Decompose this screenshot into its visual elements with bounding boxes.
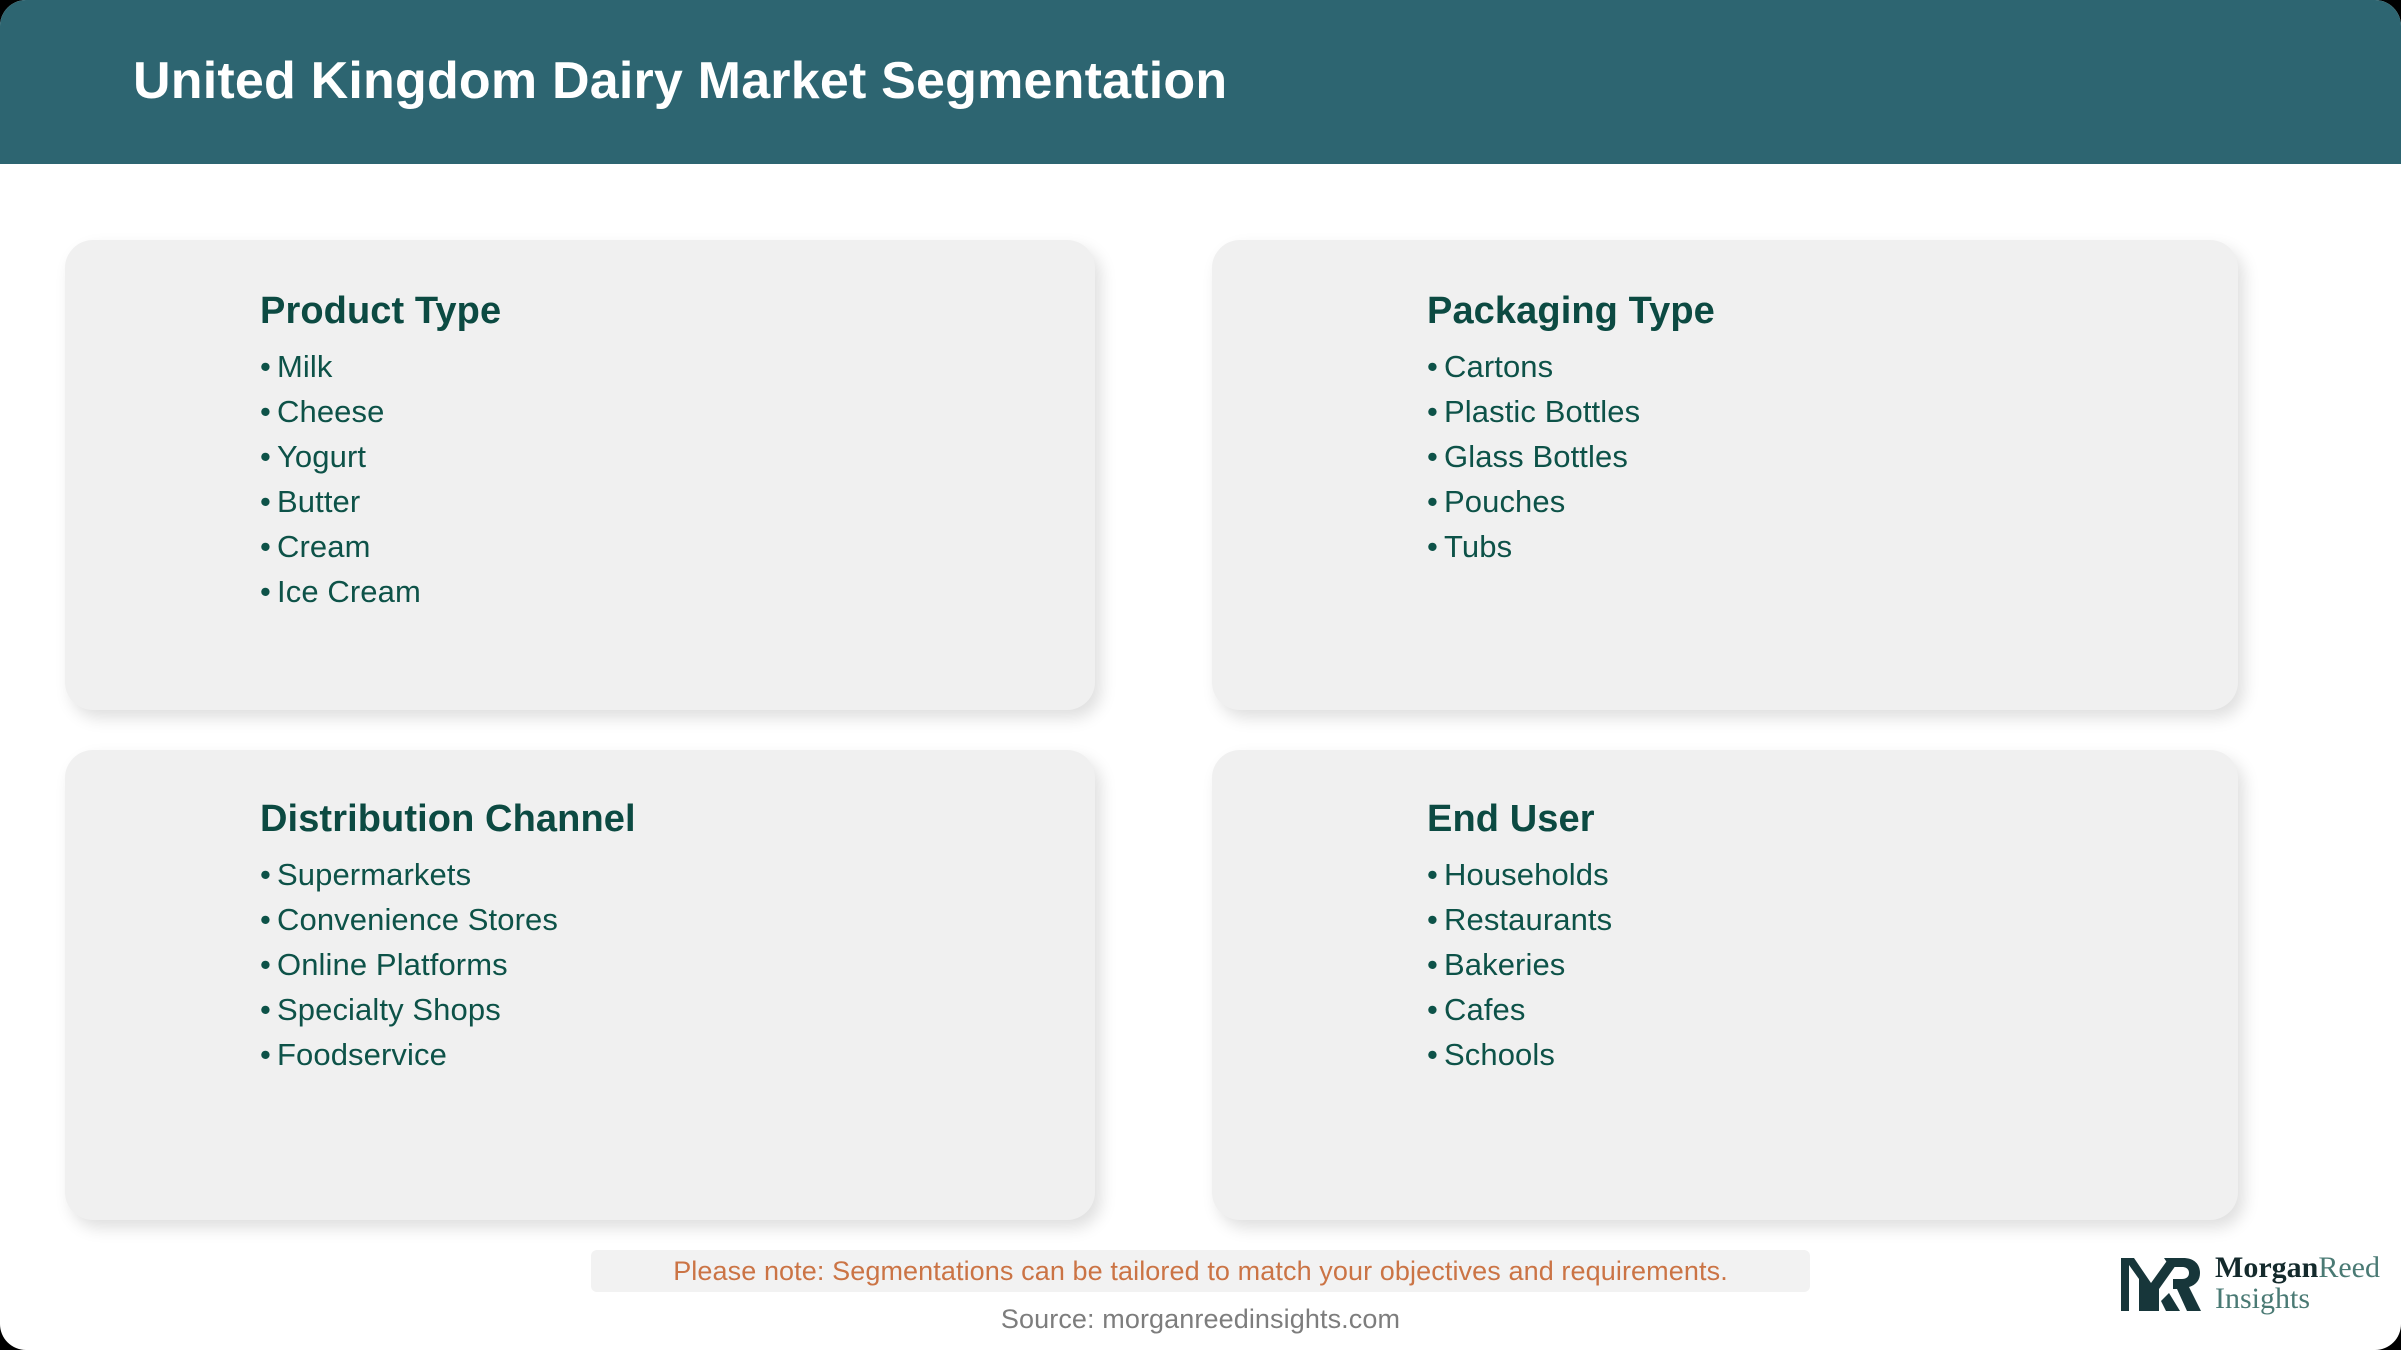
list-item: • Households	[1427, 852, 2208, 897]
bullet-icon: •	[260, 991, 271, 1027]
segment-card-distribution-channel: Distribution Channel • Supermarkets • Conv…	[65, 750, 1095, 1220]
bullet-icon: •	[260, 528, 271, 564]
list-item: • Supermarkets	[260, 852, 1065, 897]
bullet-icon: •	[1427, 1036, 1438, 1072]
bullet-icon: •	[260, 1036, 271, 1072]
list-item-label: Specialty Shops	[277, 991, 501, 1027]
bullet-icon: •	[1427, 991, 1438, 1027]
list-item-label: Cream	[277, 528, 371, 564]
list-item-label: Cheese	[277, 393, 385, 429]
card-item-list: • Milk • Cheese • Yogurt • Butter • Cream • Ic…	[260, 344, 1065, 614]
list-item: • Restaurants	[1427, 897, 2208, 942]
mr-monogram-icon	[2121, 1258, 2201, 1311]
bullet-icon: •	[260, 393, 271, 429]
list-item: • Foodservice	[260, 1032, 1065, 1077]
bullet-icon: •	[260, 573, 271, 609]
bullet-icon: •	[1427, 348, 1438, 384]
list-item-label: Convenience Stores	[277, 901, 558, 937]
bullet-icon: •	[1427, 946, 1438, 982]
list-item: • Cheese	[260, 389, 1065, 434]
list-item: • Butter	[260, 479, 1065, 524]
card-title: End User	[1427, 798, 1595, 840]
brand-logo: MorganReed Insights	[2117, 1253, 2380, 1315]
list-item: • Plastic Bottles	[1427, 389, 2208, 434]
list-item: • Cafes	[1427, 987, 2208, 1032]
list-item-label: Bakeries	[1444, 946, 1566, 982]
page-title: United Kingdom Dairy Market Segmentation	[133, 52, 1228, 111]
list-item-label: Pouches	[1444, 483, 1566, 519]
segment-card-packaging-type: Packaging Type • Cartons • Plastic Bottles…	[1212, 240, 2238, 710]
list-item: • Glass Bottles	[1427, 434, 2208, 479]
bullet-icon: •	[260, 348, 271, 384]
list-item-label: Milk	[277, 348, 333, 384]
list-item: • Tubs	[1427, 524, 2208, 569]
page-footer: Please note: Segmentations can be tailor…	[0, 1204, 2401, 1350]
card-item-list: • Supermarkets • Convenience Stores • Onlin…	[260, 852, 1065, 1077]
card-item-list: • Cartons • Plastic Bottles • Glass Bottles…	[1427, 344, 2208, 569]
list-item-label: Supermarkets	[277, 856, 472, 892]
note-banner: Please note: Segmentations can be tailor…	[591, 1250, 1810, 1292]
list-item-label: Restaurants	[1444, 901, 1613, 937]
list-item: • Specialty Shops	[260, 987, 1065, 1032]
list-item-label: Tubs	[1444, 528, 1513, 564]
bullet-icon: •	[260, 483, 271, 519]
bullet-icon: •	[260, 946, 271, 982]
list-item-label: Cartons	[1444, 348, 1554, 384]
brand-name-bold: Morgan	[2215, 1251, 2319, 1285]
list-item: • Convenience Stores	[260, 897, 1065, 942]
segment-card-end-user: End User • Households • Restaurants • Baker…	[1212, 750, 2238, 1220]
list-item-label: Households	[1444, 856, 1609, 892]
card-title: Distribution Channel	[260, 798, 636, 840]
list-item: • Cartons	[1427, 344, 2208, 389]
list-item-label: Online Platforms	[277, 946, 508, 982]
list-item-label: Schools	[1444, 1036, 1555, 1072]
brand-wordmark: MorganReed Insights	[2215, 1253, 2380, 1314]
list-item-label: Glass Bottles	[1444, 438, 1628, 474]
segment-card-product-type: Product Type • Milk • Cheese • Yogurt • Butt…	[65, 240, 1095, 710]
card-item-list: • Households • Restaurants • Bakeries • Cafe…	[1427, 852, 2208, 1077]
brand-name-line: MorganReed	[2215, 1253, 2380, 1284]
bullet-icon: •	[1427, 438, 1438, 474]
bullet-icon: •	[260, 856, 271, 892]
list-item: • Online Platforms	[260, 942, 1065, 987]
brand-tagline: Insights	[2215, 1282, 2311, 1315]
bullet-icon: •	[1427, 483, 1438, 519]
list-item-label: Cafes	[1444, 991, 1526, 1027]
bullet-icon: •	[260, 901, 271, 937]
list-item: • Cream	[260, 524, 1065, 569]
list-item: • Milk	[260, 344, 1065, 389]
page-header: United Kingdom Dairy Market Segmentation	[0, 0, 2401, 164]
card-title: Product Type	[260, 290, 502, 332]
list-item-label: Butter	[277, 483, 361, 519]
bullet-icon: •	[1427, 393, 1438, 429]
source-text: Source: morganreedinsights.com	[1000, 1304, 1401, 1334]
list-item-label: Yogurt	[277, 438, 367, 474]
list-item: • Schools	[1427, 1032, 2208, 1077]
card-title: Packaging Type	[1427, 290, 1715, 332]
list-item-label: Foodservice	[277, 1036, 447, 1072]
list-item-label: Plastic Bottles	[1444, 393, 1641, 429]
note-text: Please note: Segmentations can be tailor…	[673, 1255, 1728, 1286]
list-item: • Bakeries	[1427, 942, 2208, 987]
list-item-label: Ice Cream	[277, 573, 421, 609]
list-item: • Pouches	[1427, 479, 2208, 524]
bullet-icon: •	[1427, 901, 1438, 937]
list-item: • Ice Cream	[260, 569, 1065, 614]
segmentation-card-grid: Product Type • Milk • Cheese • Yogurt • Butt…	[0, 164, 2401, 1220]
bullet-icon: •	[1427, 528, 1438, 564]
list-item: • Yogurt	[260, 434, 1065, 479]
bullet-icon: •	[260, 438, 271, 474]
brand-name-light: Reed	[2318, 1251, 2380, 1285]
bullet-icon: •	[1427, 856, 1438, 892]
